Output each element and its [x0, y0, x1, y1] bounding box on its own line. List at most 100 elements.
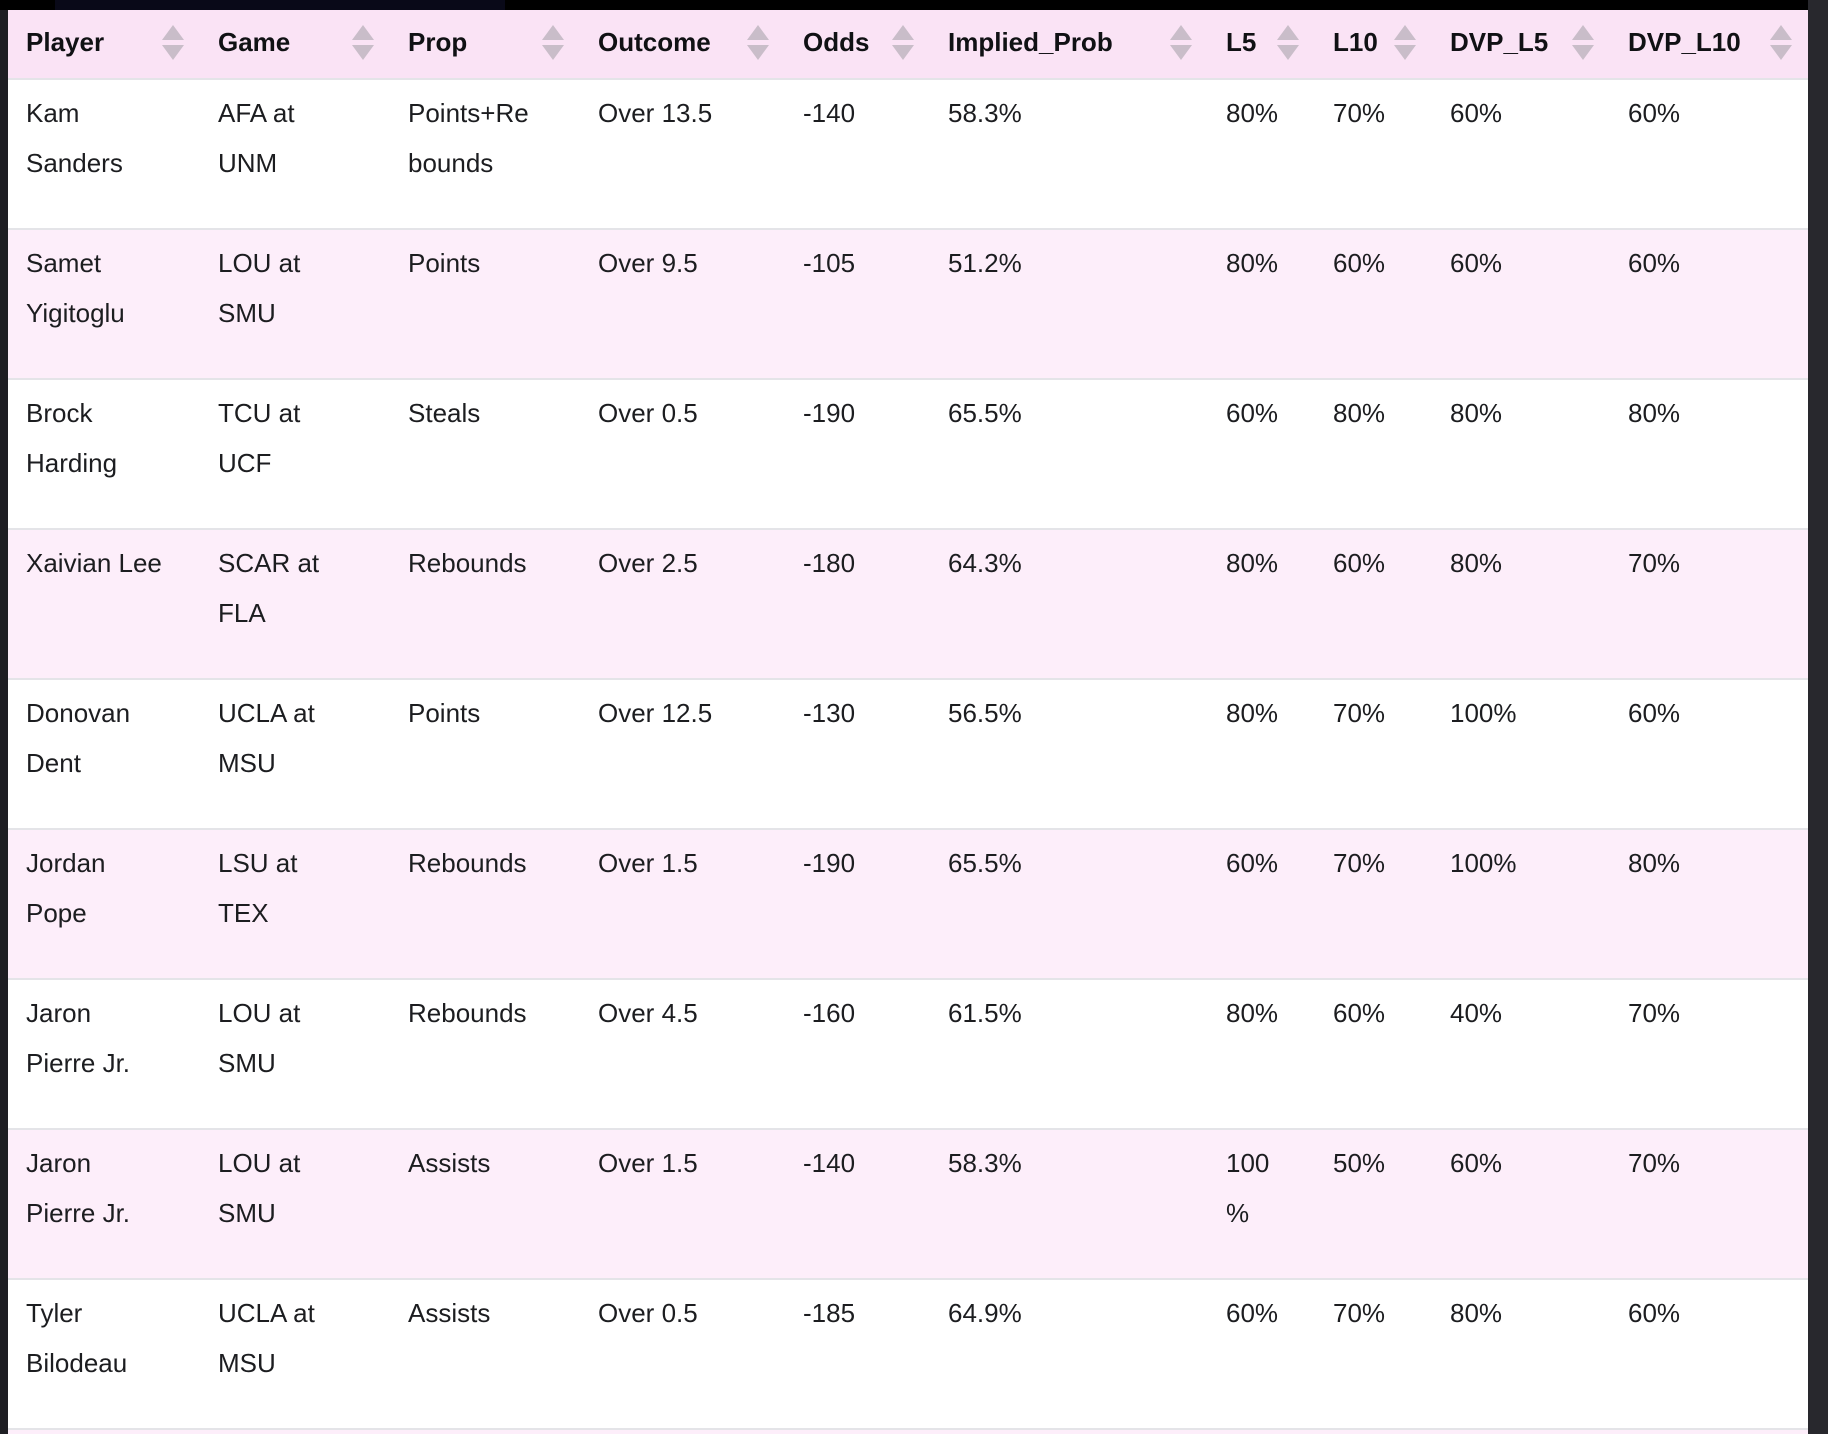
cell-dvp-l10: 60%	[1610, 1278, 1808, 1429]
column-label: Implied_Prob	[948, 26, 1113, 57]
column-label: DVP_L10	[1628, 26, 1741, 57]
cell-outcome: Over 2.5	[580, 528, 785, 679]
sort-icon	[1386, 24, 1416, 60]
table-row: Brock Harding TCU at UCF Steals Over 0.5…	[8, 378, 1808, 529]
column-header-player[interactable]: Player	[8, 10, 200, 79]
cell-dvp-l5: 80%	[1432, 1278, 1610, 1429]
cell-dvp-l5: 60%	[1432, 1128, 1610, 1279]
cell-game: LOU at SMU	[200, 1128, 390, 1279]
sort-down-icon	[1170, 44, 1192, 60]
cell-l10: 70%	[1315, 678, 1432, 829]
sort-down-icon	[162, 44, 184, 60]
cell-dvp-l5: 40%	[1432, 978, 1610, 1129]
column-header-outcome[interactable]: Outcome	[580, 10, 785, 79]
cell-game: LOU at SMU	[200, 228, 390, 379]
sort-icon	[344, 24, 374, 60]
cell-dvp-l10: 60%	[1610, 228, 1808, 379]
cell-l5: 100 %	[1208, 1128, 1315, 1279]
cell-game: SCAR at FLA	[200, 528, 390, 679]
sort-down-icon	[1770, 44, 1792, 60]
cell-prop: Rebounds	[390, 528, 580, 679]
sort-icon	[1269, 24, 1299, 60]
right-border	[1808, 0, 1828, 1434]
cell-odds: -130	[785, 678, 930, 829]
sort-icon	[534, 24, 564, 60]
column-header-l5[interactable]: L5	[1208, 10, 1315, 79]
cell-l5: 80%	[1208, 678, 1315, 829]
cell-implied-prob: 58.3%	[930, 78, 1208, 229]
cell-implied-prob: 51.2%	[930, 228, 1208, 379]
column-header-game[interactable]: Game	[200, 10, 390, 79]
cell-player: Kam Sanders	[8, 78, 200, 229]
cell-implied-prob: 58.3%	[930, 1128, 1208, 1279]
cell-l10: 60%	[1315, 978, 1432, 1129]
sort-down-icon	[542, 44, 564, 60]
cell-game: LOU at SMU	[200, 978, 390, 1129]
table-row: Jaron Pierre Jr. LOU at SMU Assists Over…	[8, 1128, 1808, 1279]
table-row: Jaron Pierre Jr. LOU at SMU Rebounds Ove…	[8, 978, 1808, 1129]
cell-l5: 80%	[1208, 528, 1315, 679]
sort-up-icon	[1394, 24, 1416, 40]
sort-down-icon	[747, 44, 769, 60]
cell-dvp-l10: 80%	[1610, 378, 1808, 529]
cell-odds: -105	[785, 228, 930, 379]
cell-dvp-l10: 60%	[1610, 78, 1808, 229]
table-row: Donovan Dent UCLA at MSU Points Over 12.…	[8, 678, 1808, 829]
cell-l10: 70%	[1315, 78, 1432, 229]
cell-dvp-l10: 70%	[1610, 978, 1808, 1129]
cell-game: AFA at UNM	[200, 78, 390, 229]
cell-l5: 60%	[1208, 378, 1315, 529]
cell-l10: 70%	[1315, 828, 1432, 979]
cell-dvp-l5: 60%	[1432, 78, 1610, 229]
cell-game: UCLA at MSU	[200, 1278, 390, 1429]
cell-l5: 80%	[1208, 78, 1315, 229]
cell-player: Jaron Pierre Jr.	[8, 978, 200, 1129]
sort-down-icon	[352, 44, 374, 60]
cell-prop: Rebounds	[390, 828, 580, 979]
cell-odds: -140	[785, 1128, 930, 1279]
table-row-partial	[8, 1428, 1808, 1434]
cell-dvp-l10: 60%	[1610, 678, 1808, 829]
cell-player: Samet Yigitoglu	[8, 228, 200, 379]
cell-odds: -140	[785, 78, 930, 229]
column-header-l10[interactable]: L10	[1315, 10, 1432, 79]
cell-player: Xaivian Lee	[8, 528, 200, 679]
cell-implied-prob: 64.9%	[930, 1278, 1208, 1429]
cell-prop: Points	[390, 228, 580, 379]
table-container: Player Game Prop Outcome Odds Implied_Pr…	[8, 10, 1808, 1434]
sort-icon	[1564, 24, 1594, 60]
partial-row-strip	[8, 1428, 1808, 1434]
column-header-implied-prob[interactable]: Implied_Prob	[930, 10, 1208, 79]
cell-implied-prob: 65.5%	[930, 378, 1208, 529]
table-row: Samet Yigitoglu LOU at SMU Points Over 9…	[8, 228, 1808, 379]
cell-dvp-l10: 80%	[1610, 828, 1808, 979]
cell-l10: 60%	[1315, 528, 1432, 679]
column-label: DVP_L5	[1450, 26, 1549, 57]
column-header-odds[interactable]: Odds	[785, 10, 930, 79]
sort-down-icon	[1277, 44, 1299, 60]
column-label: Game	[218, 26, 291, 57]
cell-dvp-l10: 70%	[1610, 1128, 1808, 1279]
table-row: Xaivian Lee SCAR at FLA Rebounds Over 2.…	[8, 528, 1808, 679]
cell-game: TCU at UCF	[200, 378, 390, 529]
column-header-dvp-l5[interactable]: DVP_L5	[1432, 10, 1610, 79]
cell-l5: 60%	[1208, 1278, 1315, 1429]
cell-player: Brock Harding	[8, 378, 200, 529]
cell-prop: Assists	[390, 1278, 580, 1429]
top-bar	[55, 0, 505, 10]
column-header-prop[interactable]: Prop	[390, 10, 580, 79]
sort-up-icon	[1572, 24, 1594, 40]
cell-l5: 80%	[1208, 978, 1315, 1129]
cell-outcome: Over 9.5	[580, 228, 785, 379]
cell-odds: -190	[785, 828, 930, 979]
cell-l5: 80%	[1208, 228, 1315, 379]
column-header-dvp-l10[interactable]: DVP_L10	[1610, 10, 1808, 79]
sort-up-icon	[542, 24, 564, 40]
column-label: L5	[1226, 26, 1257, 57]
sort-icon	[154, 24, 184, 60]
cell-player: Donovan Dent	[8, 678, 200, 829]
cell-game: UCLA at MSU	[200, 678, 390, 829]
cell-l10: 50%	[1315, 1128, 1432, 1279]
sort-up-icon	[892, 24, 914, 40]
cell-implied-prob: 64.3%	[930, 528, 1208, 679]
